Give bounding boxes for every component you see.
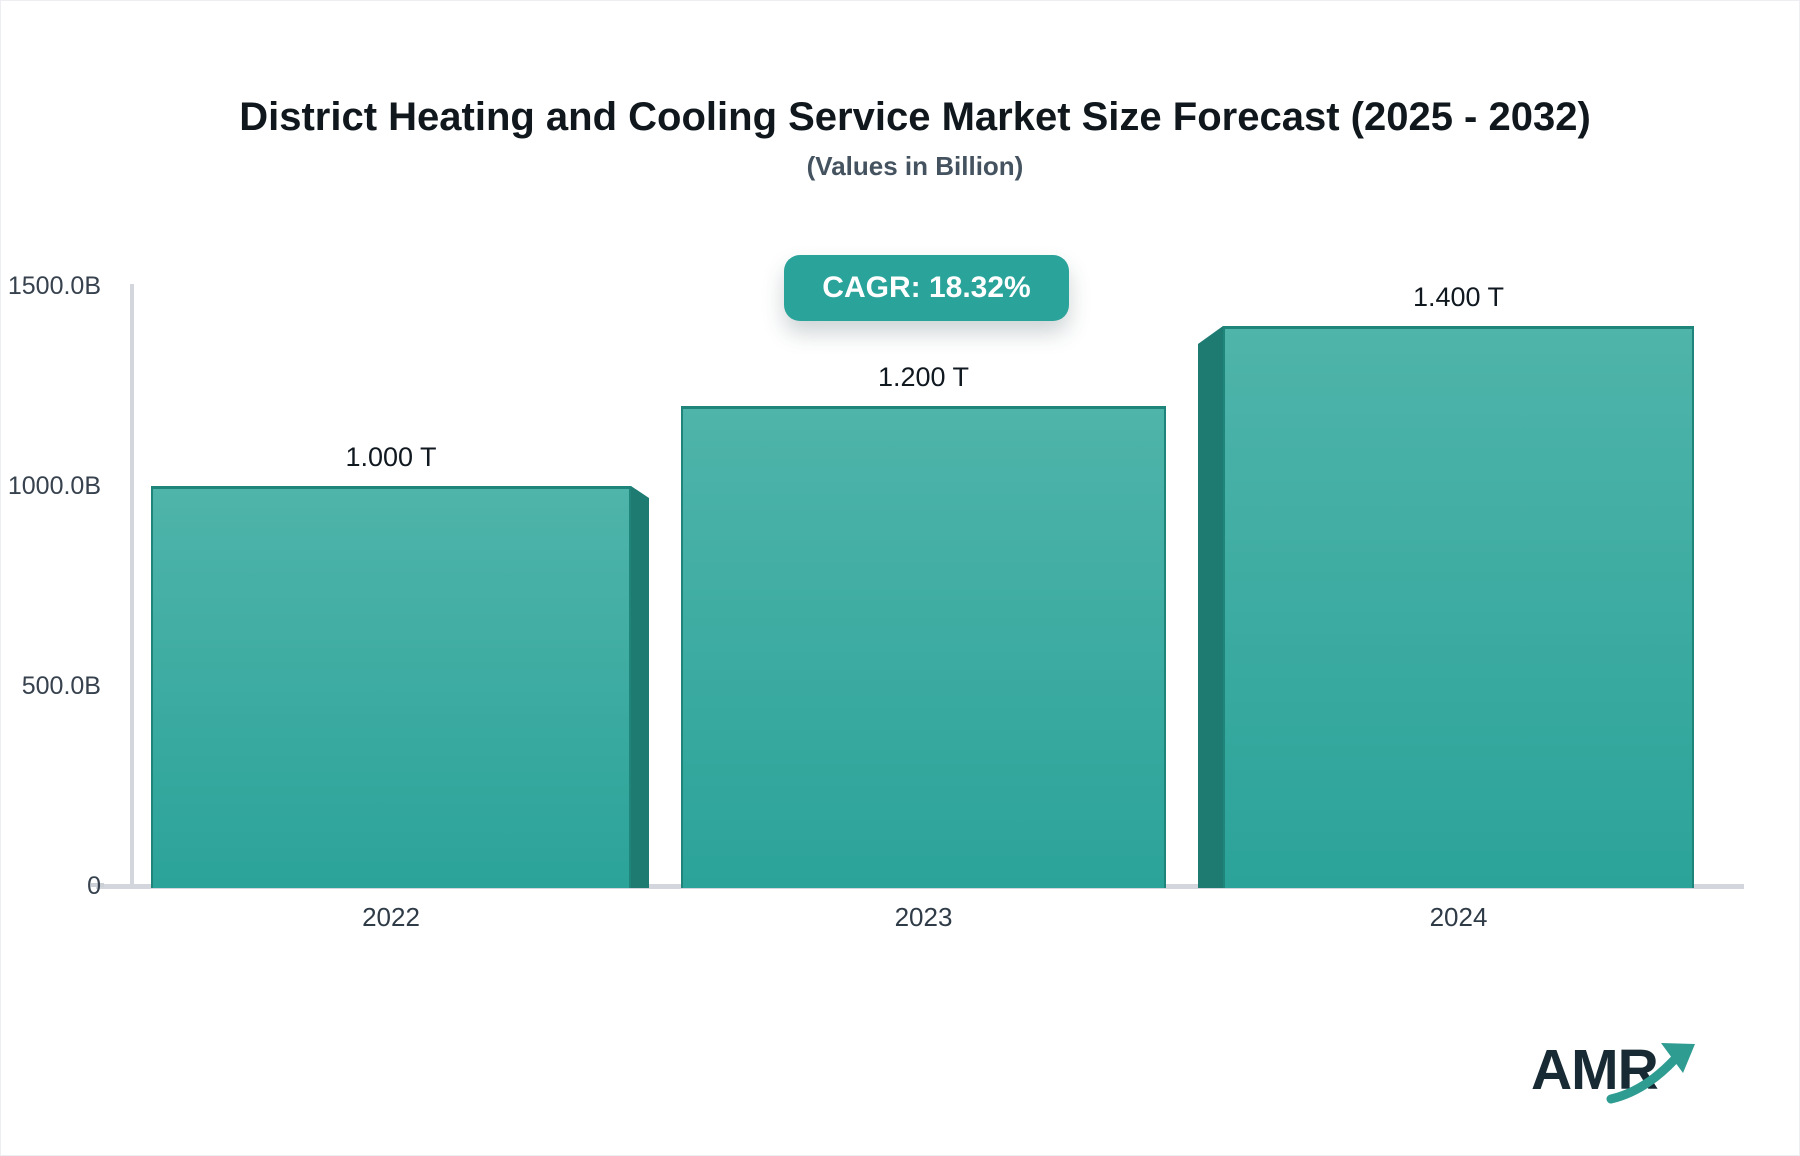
x-category-label: 2024 bbox=[1429, 902, 1488, 932]
x-category-label: 2022 bbox=[362, 902, 420, 932]
bar-3d-side bbox=[631, 486, 649, 888]
y-tick-label: 0 bbox=[87, 872, 101, 900]
cagr-badge-label: CAGR: 18.32% bbox=[822, 271, 1031, 304]
x-category-label: 2023 bbox=[894, 902, 953, 932]
y-tick-label: 1500.0B bbox=[7, 272, 101, 300]
y-tick-label: 500.0B bbox=[21, 672, 101, 700]
bar-2024 bbox=[1223, 326, 1694, 888]
bar-2023 bbox=[681, 406, 1166, 888]
chart-subtitle: (Values in Billion) bbox=[806, 151, 1024, 181]
bar-value-label: 1.000 T bbox=[345, 442, 437, 472]
bar-2022 bbox=[151, 486, 631, 888]
bar-value-label: 1.400 T bbox=[1412, 282, 1505, 312]
brand-logo: AMR bbox=[1531, 1037, 1751, 1127]
bar-3d-side bbox=[1198, 326, 1223, 888]
chart-title: District Heating and Cooling Service Mar… bbox=[239, 95, 1591, 139]
bar-value-label: 1.200 T bbox=[877, 362, 970, 392]
y-axis-line bbox=[130, 284, 134, 888]
y-tick-label: 1000.0B bbox=[7, 472, 101, 500]
y-axis-zero-tick bbox=[91, 883, 104, 887]
cagr-badge: CAGR: 18.32% bbox=[784, 255, 1069, 321]
growth-arrow-icon bbox=[1606, 1043, 1695, 1104]
